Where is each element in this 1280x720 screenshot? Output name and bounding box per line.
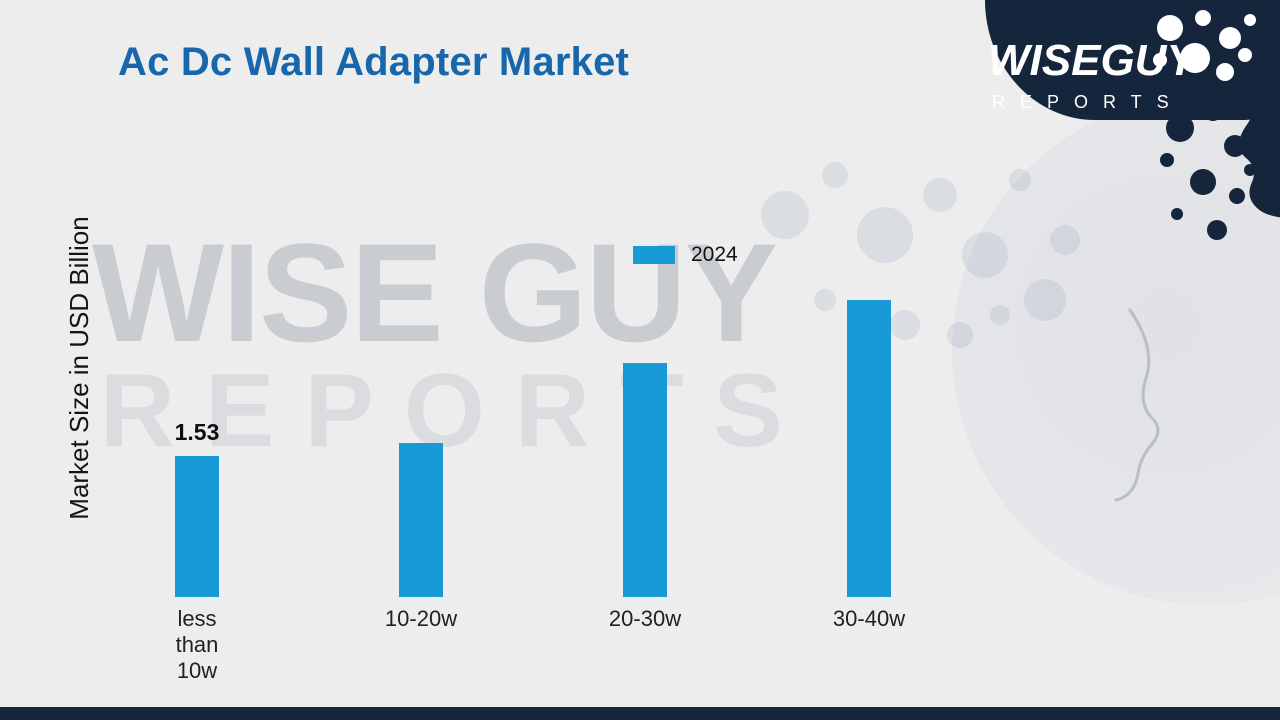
logo-subtitle: REPORTS: [992, 92, 1184, 112]
chart-title: Ac Dc Wall Adapter Market: [118, 40, 630, 84]
bar-column-2: [533, 168, 757, 597]
bar-3: [847, 300, 891, 597]
logo-face-profile: [1239, 37, 1280, 218]
logo-head-dots-icon: [1153, 10, 1280, 240]
bar-column-3: [757, 168, 981, 597]
legend-label-2024: 2024: [691, 243, 738, 266]
bar-column-1: [309, 168, 533, 597]
x-tick-label-3: 30-40w: [832, 606, 906, 631]
x-axis-labels: less than 10w 10-20w 20-30w 30-40w: [85, 606, 981, 684]
x-tick-label-2: 20-30w: [608, 606, 682, 631]
logo-background-shape: [985, 0, 1280, 120]
bar-value-label-0: 1.53: [174, 419, 220, 445]
footer-bar: [0, 707, 1280, 720]
legend-swatch-2024: [633, 246, 675, 264]
plot-area: 1.53: [85, 168, 981, 597]
logo-wordmark: WISEGUY: [988, 36, 1196, 85]
legend: 2024: [633, 243, 738, 267]
bar-1: [399, 443, 443, 597]
x-tick-label-1: 10-20w: [384, 606, 458, 631]
bar-0: [175, 456, 219, 597]
wiseguy-reports-logo: WISEGUY REPORTS: [940, 0, 1280, 300]
watermark-wiseguy-text: WISE GUY: [92, 214, 778, 371]
bar-2: [623, 363, 667, 597]
bar-column-0: 1.53: [85, 168, 309, 597]
x-tick-label-0: less than 10w: [175, 606, 219, 683]
